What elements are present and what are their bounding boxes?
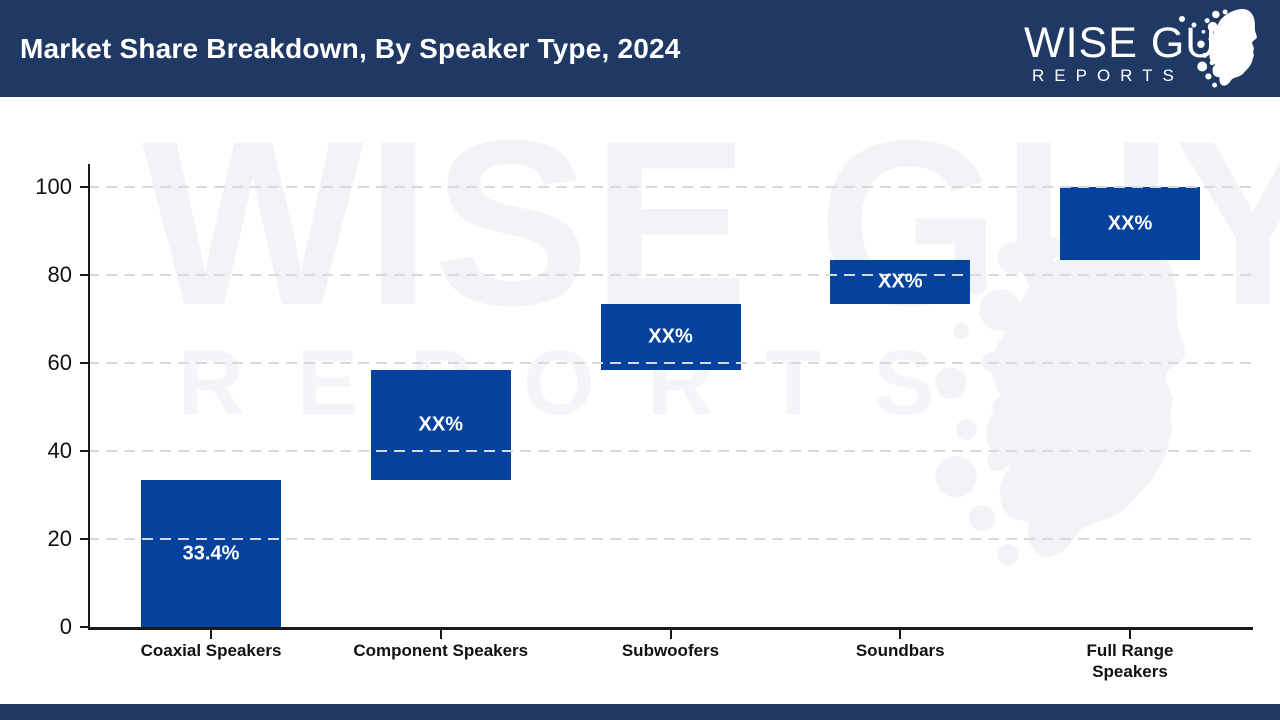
- y-axis-label-40: 40: [47, 438, 72, 463]
- x-axis-tick-0: [210, 630, 212, 639]
- bar-value-label-1: XX%: [418, 413, 463, 436]
- y-axis-tick-60: [80, 362, 88, 364]
- bar-value-label-3: XX%: [878, 270, 923, 293]
- header-bar: Market Share Breakdown, By Speaker Type,…: [0, 0, 1280, 97]
- gridline-60: [88, 362, 1253, 364]
- x-axis-label-0: Coaxial Speakers: [140, 641, 282, 660]
- x-axis-label-4: Full Range Speakers: [1086, 641, 1174, 682]
- bar-value-label-4: XX%: [1107, 212, 1153, 235]
- y-axis-tick-0: [80, 626, 88, 628]
- logo-secondary-text: REPORTS: [1032, 66, 1184, 85]
- y-axis-label-100: 100: [35, 174, 72, 199]
- bar-0: [141, 480, 281, 627]
- y-axis-label-0: 0: [59, 614, 72, 639]
- x-axis-label-3: Soundbars: [855, 641, 945, 660]
- x-axis-tick-2: [669, 630, 672, 639]
- x-axis-tick-4: [1129, 630, 1131, 639]
- wise-guy-logo: WISE GUY REPORTS: [1024, 8, 1257, 88]
- footer-bar: [0, 704, 1280, 720]
- y-axis-label-60: 60: [47, 350, 72, 375]
- gridline-80: [88, 274, 1253, 276]
- bar-value-label-2: XX%: [648, 325, 693, 348]
- y-axis-tick-100: [80, 186, 88, 188]
- bar-1: [370, 370, 511, 481]
- x-axis-label-1: Component Speakers: [353, 641, 529, 660]
- x-axis-tick-3: [899, 630, 902, 639]
- gridline-20: [88, 538, 1253, 540]
- y-axis-line: [88, 164, 90, 630]
- x-axis-tick-1: [439, 630, 442, 639]
- y-axis-label-80: 80: [47, 262, 72, 287]
- y-axis-tick-20: [80, 538, 88, 540]
- y-axis-label-20: 20: [47, 526, 72, 551]
- gridline-100: [88, 186, 1253, 188]
- page-title: Market Share Breakdown, By Speaker Type,…: [20, 32, 681, 64]
- y-axis-tick-80: [80, 274, 88, 276]
- x-axis-label-2: Subwoofers: [621, 641, 720, 660]
- y-axis-tick-40: [80, 450, 88, 452]
- gridline-40: [88, 450, 1253, 452]
- bar-value-label-0: 33.4%: [182, 542, 240, 565]
- x-axis-line: [88, 627, 1253, 630]
- bar-2: [600, 304, 741, 371]
